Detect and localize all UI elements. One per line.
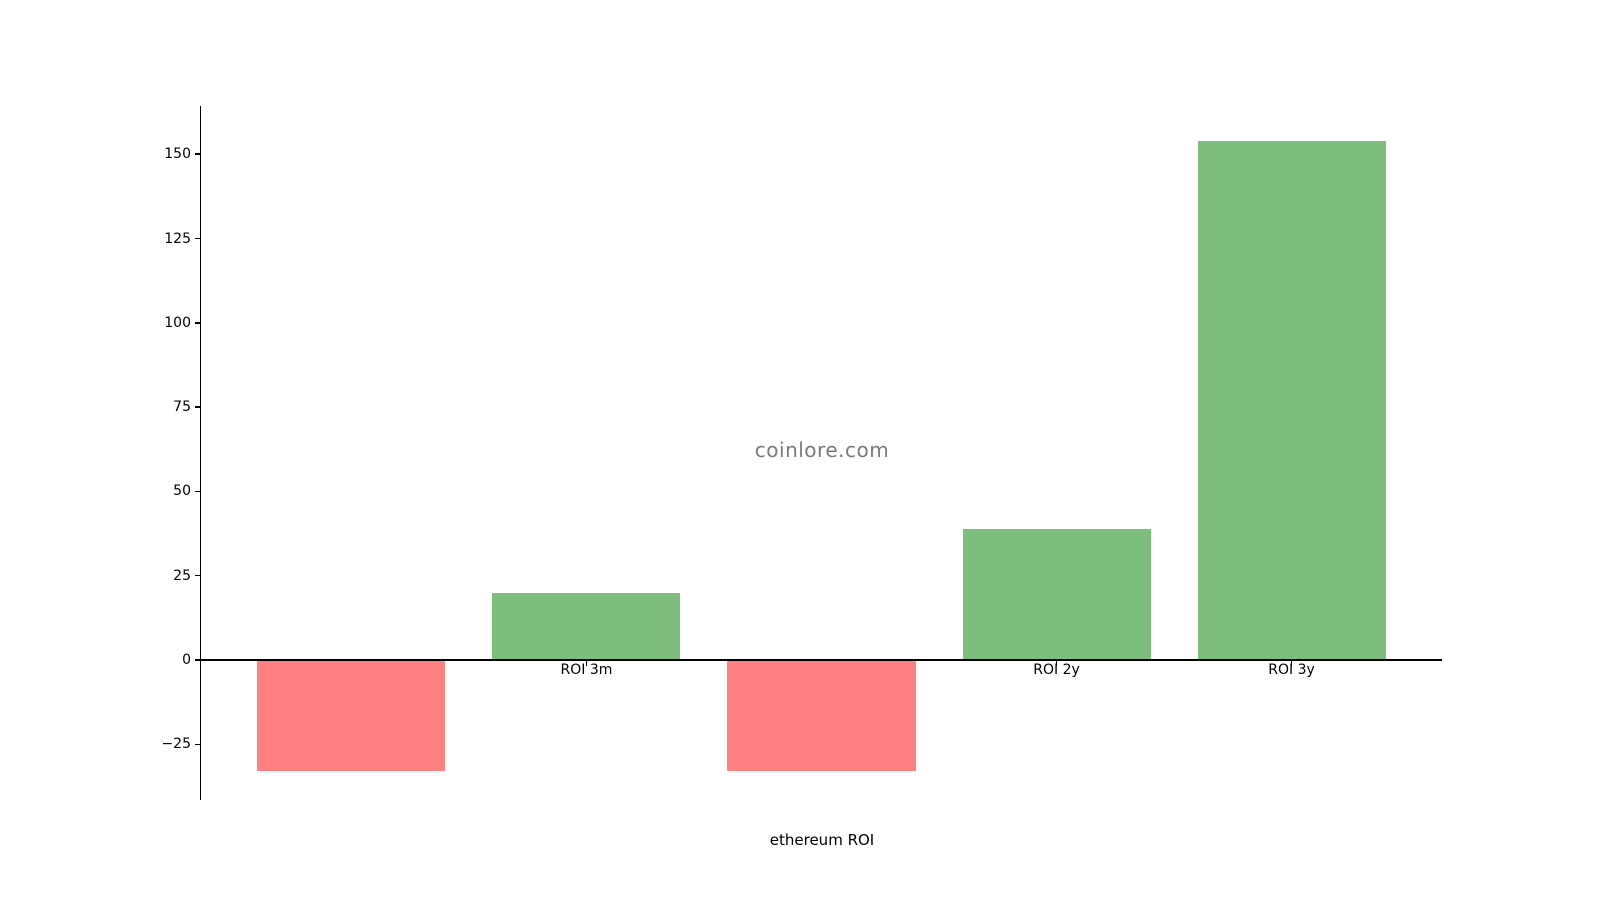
y-tick-mark: [195, 406, 201, 408]
bar-negative-2: [727, 660, 916, 772]
y-tick-label: 50: [173, 483, 191, 500]
y-tick-mark: [195, 743, 201, 746]
y-tick-label: −25: [161, 736, 191, 753]
y-tick-label: 25: [173, 567, 191, 584]
y-tick-label: 100: [164, 314, 191, 331]
x-tick-label: ROI 3y: [1268, 662, 1315, 679]
x-tick-label: ROI 2y: [1033, 662, 1080, 679]
y-tick-label: 125: [164, 230, 191, 247]
x-tick-mark: [1290, 660, 1293, 667]
y-tick-mark: [195, 574, 201, 577]
y-tick-mark: [195, 490, 201, 493]
x-tick-label: ROI 3m: [560, 662, 613, 679]
bar-negative-0: [257, 660, 446, 772]
y-tick-mark: [195, 237, 201, 240]
x-axis-line: [199, 659, 1442, 661]
y-tick-label: 75: [173, 399, 191, 416]
bar-positive-roi-3y: [1197, 140, 1386, 661]
y-tick-mark: [195, 153, 201, 155]
x-axis-title: ethereum ROI: [769, 831, 875, 849]
bar-positive-roi-2y: [962, 528, 1151, 661]
y-tick-label: 150: [164, 146, 191, 163]
y-axis-line: [199, 106, 201, 800]
y-tick-mark: [195, 659, 201, 661]
watermark-text: coinlore.com: [754, 438, 890, 462]
bar-positive-roi-3m: [492, 592, 681, 661]
y-tick-mark: [195, 322, 201, 324]
x-tick-mark: [1055, 660, 1058, 667]
x-tick-mark: [585, 660, 588, 667]
y-tick-label: 0: [182, 652, 191, 669]
